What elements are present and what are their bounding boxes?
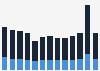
Bar [32, 41, 38, 61]
Bar [32, 61, 38, 70]
Bar [78, 59, 83, 70]
Bar [17, 31, 22, 59]
Bar [2, 27, 8, 57]
Bar [62, 60, 68, 70]
Bar [47, 60, 53, 70]
Bar [25, 60, 30, 70]
Bar [62, 38, 68, 60]
Bar [47, 36, 53, 60]
Bar [40, 37, 45, 60]
Bar [70, 60, 75, 70]
Bar [40, 60, 45, 70]
Bar [55, 38, 60, 60]
Bar [10, 59, 15, 70]
Bar [10, 30, 15, 59]
Bar [85, 5, 90, 54]
Bar [17, 59, 22, 70]
Bar [85, 54, 90, 70]
Bar [92, 33, 98, 59]
Bar [70, 36, 75, 60]
Bar [92, 59, 98, 70]
Bar [55, 60, 60, 70]
Bar [25, 33, 30, 60]
Bar [2, 57, 8, 70]
Bar [78, 33, 83, 59]
